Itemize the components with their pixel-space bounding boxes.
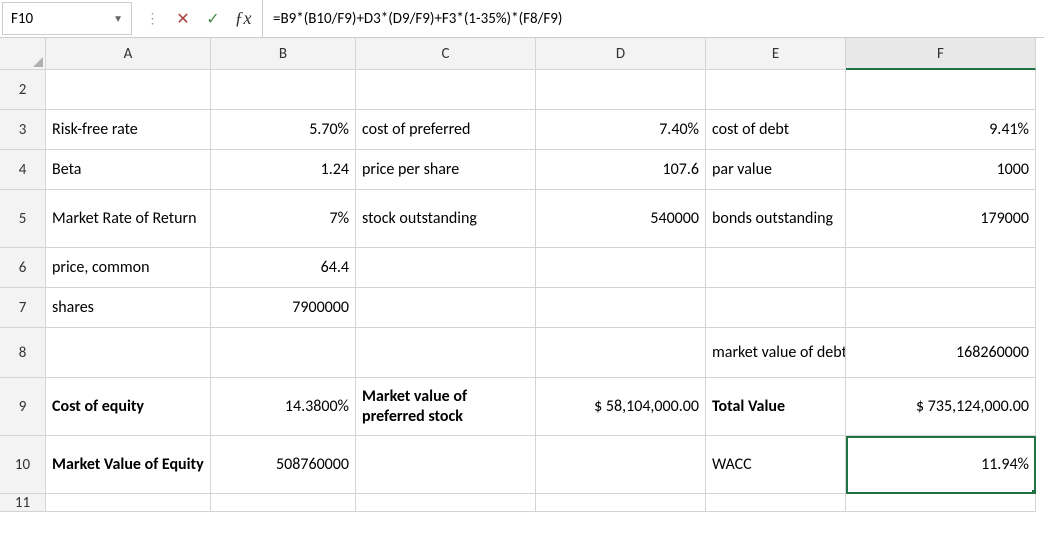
row-header[interactable]: 4 [0,150,46,190]
formula-bar-buttons: ⋮ ✕ ✓ ƒx [134,0,262,37]
cell[interactable]: Total Value [706,378,846,436]
name-box-value: F10 [11,10,33,28]
cell[interactable] [536,288,706,328]
cell[interactable]: Market value of preferred stock [356,378,536,436]
cell[interactable] [356,248,536,288]
cell[interactable]: 540000 [536,190,706,248]
cell[interactable] [536,328,706,378]
cell[interactable] [536,436,706,494]
cell[interactable]: 7900000 [211,288,356,328]
cell[interactable]: 179000 [846,190,1036,248]
col-header-b[interactable]: B [211,38,356,70]
formula-bar: F10 ▼ ⋮ ✕ ✓ ƒx =B9*(B10/F9)+D3*(D9/F9)+F… [0,0,1044,38]
cell[interactable]: WACC [706,436,846,494]
cell[interactable]: cost of debt [706,110,846,150]
cell[interactable] [356,494,536,512]
cell[interactable]: Risk-free rate [46,110,211,150]
row-header[interactable]: 2 [0,70,46,110]
cell[interactable] [46,494,211,512]
cell[interactable]: 107.6 [536,150,706,190]
col-header-d[interactable]: D [536,38,706,70]
cell[interactable] [536,248,706,288]
cell[interactable]: bonds outstanding [706,190,846,248]
chevron-down-icon[interactable]: ▼ [113,12,123,25]
cell[interactable]: 5.70% [211,110,356,150]
cell[interactable]: $ 58,104,000.00 [536,378,706,436]
col-header-a[interactable]: A [46,38,211,70]
cell[interactable]: 14.3800% [211,378,356,436]
cell[interactable]: par value [706,150,846,190]
select-all-corner[interactable] [0,38,46,70]
cell[interactable] [846,494,1036,512]
cell[interactable]: 168260000 [846,328,1036,378]
spreadsheet-grid: A B C D E F 2 3 Risk-free rate 5.70% cos… [0,38,1044,512]
cell[interactable]: market value of debt [706,328,846,378]
cell[interactable]: Cost of equity [46,378,211,436]
cell[interactable] [706,494,846,512]
col-header-c[interactable]: C [356,38,536,70]
cell[interactable] [536,494,706,512]
cell[interactable]: $ 735,124,000.00 [846,378,1036,436]
row-header[interactable]: 5 [0,190,46,248]
cell[interactable] [356,70,536,110]
col-header-e[interactable]: E [706,38,846,70]
cell[interactable]: price per share [356,150,536,190]
cell[interactable] [356,288,536,328]
cell[interactable]: cost of preferred [356,110,536,150]
row-header[interactable]: 3 [0,110,46,150]
fx-icon[interactable]: ƒx [230,6,256,32]
cell[interactable] [211,70,356,110]
cell[interactable] [211,328,356,378]
cell[interactable] [536,70,706,110]
cell[interactable]: stock outstanding [356,190,536,248]
cell[interactable]: 508760000 [211,436,356,494]
row-header[interactable]: 6 [0,248,46,288]
check-icon[interactable]: ✓ [200,6,226,32]
cell[interactable]: Market Value of Equity [46,436,211,494]
cell[interactable] [846,248,1036,288]
cell[interactable] [706,248,846,288]
cell[interactable]: 7% [211,190,356,248]
cell[interactable] [846,70,1036,110]
row-header[interactable]: 9 [0,378,46,436]
active-cell[interactable]: 11.94% [846,436,1036,494]
cell[interactable]: Market Rate of Return [46,190,211,248]
row-header[interactable]: 8 [0,328,46,378]
cell[interactable] [46,328,211,378]
cell[interactable]: 7.40% [536,110,706,150]
cell[interactable]: 9.41% [846,110,1036,150]
formula-input[interactable]: =B9*(B10/F9)+D3*(D9/F9)+F3*(1-35%)*(F8/F… [262,0,1044,37]
cell[interactable] [706,288,846,328]
cell[interactable]: Beta [46,150,211,190]
cell[interactable]: 64.4 [211,248,356,288]
name-box[interactable]: F10 ▼ [2,2,132,35]
cell[interactable] [211,494,356,512]
cell[interactable]: price, common [46,248,211,288]
cell[interactable] [46,70,211,110]
row-header[interactable]: 10 [0,436,46,494]
cell[interactable]: shares [46,288,211,328]
cell[interactable] [846,288,1036,328]
formula-text: =B9*(B10/F9)+D3*(D9/F9)+F3*(1-35%)*(F8/F… [273,10,562,28]
row-header[interactable]: 7 [0,288,46,328]
row-header[interactable]: 11 [0,494,46,512]
cell[interactable] [706,70,846,110]
cancel-icon[interactable]: ✕ [170,6,196,32]
cell[interactable]: 1.24 [211,150,356,190]
cell[interactable] [356,436,536,494]
cell[interactable]: 1000 [846,150,1036,190]
col-header-f[interactable]: F [846,38,1036,70]
dots-icon[interactable]: ⋮ [140,6,166,32]
cell[interactable] [356,328,536,378]
